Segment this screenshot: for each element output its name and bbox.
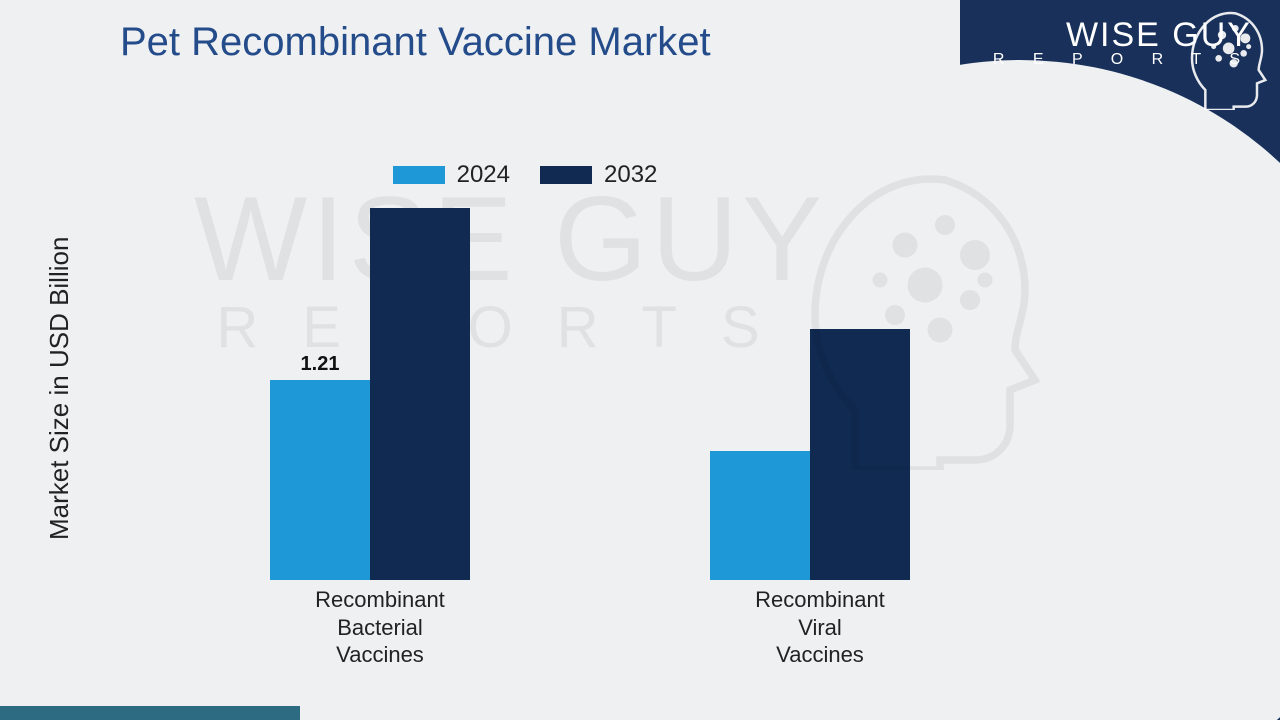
chart-title: Pet Recombinant Vaccine Market	[120, 20, 711, 65]
legend-label: 2032	[604, 161, 657, 189]
bar-value-label: 1.21	[270, 353, 370, 376]
legend-swatch	[393, 166, 445, 184]
page: WISE GUY R E P O R T S Pet Recombinant V…	[0, 0, 1280, 720]
bar	[370, 208, 470, 580]
brand-name: WISE GUY	[993, 16, 1252, 55]
bar-group: 1.21RecombinantBacterialVaccines	[270, 200, 490, 580]
accent-bottom-bar	[0, 706, 300, 720]
y-axis-label: Market Size in USD Billion	[44, 237, 75, 540]
brand-block: WISE GUY R E P O R T S	[993, 16, 1252, 69]
bar	[710, 451, 810, 580]
brand-subtitle: R E P O R T S	[993, 51, 1252, 69]
legend-label: 2024	[457, 161, 510, 189]
bar	[270, 380, 370, 580]
legend-swatch	[540, 166, 592, 184]
category-label: RecombinantBacterialVaccines	[270, 580, 490, 669]
category-label: RecombinantViralVaccines	[710, 580, 930, 669]
head-watermark-icon	[790, 170, 1050, 470]
